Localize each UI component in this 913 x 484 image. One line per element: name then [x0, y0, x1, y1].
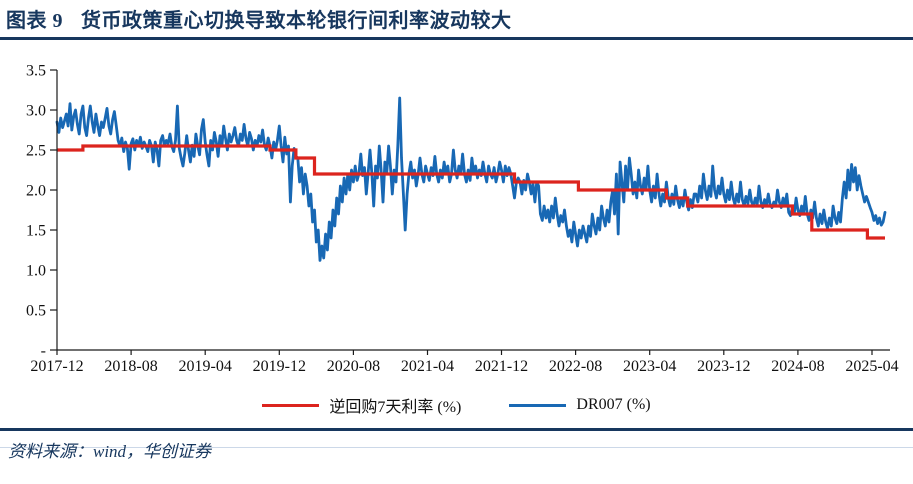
legend-item-repo-rate: 逆回购7天利率 (%)	[262, 393, 461, 417]
line-chart-canvas: 3.5 3.0 2.5 2.0 1.5 1.0 0.5 -2017-12 2018-08 2019…	[26, 63, 899, 376]
x-tick-label: 2024-08	[771, 358, 824, 375]
y-tick-label: 0.5	[26, 303, 46, 320]
y-tick-label: 2.5	[26, 143, 46, 160]
y-tick-label: 3.0	[26, 103, 46, 120]
legend-item-dr007: DR007 (%)	[509, 396, 651, 414]
x-tick-label: 2020-08	[327, 358, 380, 375]
x-tick-label: 2019-04	[179, 358, 232, 375]
footer-faint-line	[0, 447, 913, 448]
x-tick-label: 2021-12	[475, 358, 528, 375]
figure-number-label: 图表 9	[6, 10, 63, 32]
repo-rate-series-line	[57, 144, 885, 240]
x-tick-label: 2023-04	[623, 358, 676, 375]
title-divider-rule	[0, 37, 913, 40]
source-note: 资料来源：wind，华创证券	[8, 442, 212, 461]
chart-axes	[50, 69, 890, 355]
y-tick-label: 1.0	[26, 263, 46, 280]
y-tick-label: -	[41, 343, 46, 360]
x-tick-label: 2019-12	[253, 358, 306, 375]
footer-divider-rule	[0, 428, 913, 431]
tick-labels: 3.5 3.0 2.5 2.0 1.5 1.0 0.5 -2017-12 2018-08 2019…	[26, 63, 899, 376]
dr007-line-swatch	[509, 403, 567, 407]
y-tick-label: 1.5	[26, 223, 46, 240]
dr007-legend-label: DR007 (%)	[576, 396, 651, 413]
figure-title-text: 货币政策重心切换导致本轮银行间利率波动较大	[81, 10, 512, 32]
repo-line-swatch	[262, 403, 320, 407]
y-tick-label: 3.5	[26, 63, 46, 80]
dr007-series-line	[55, 96, 887, 262]
x-tick-label: 2022-08	[549, 358, 602, 375]
x-tick-label: 2017-12	[30, 358, 83, 375]
y-tick-label: 2.0	[26, 183, 46, 200]
figure-title: 图表 9 货币政策重心切换导致本轮银行间利率波动较大	[6, 4, 512, 33]
x-tick-label: 2023-12	[697, 358, 750, 375]
x-tick-label: 2018-08	[104, 358, 157, 375]
repo-legend-label: 逆回购7天利率 (%)	[329, 399, 462, 416]
x-tick-label: 2025-04	[845, 358, 898, 375]
chart-legend: 逆回购7天利率 (%) DR007 (%)	[0, 393, 913, 417]
x-tick-label: 2021-04	[401, 358, 454, 375]
